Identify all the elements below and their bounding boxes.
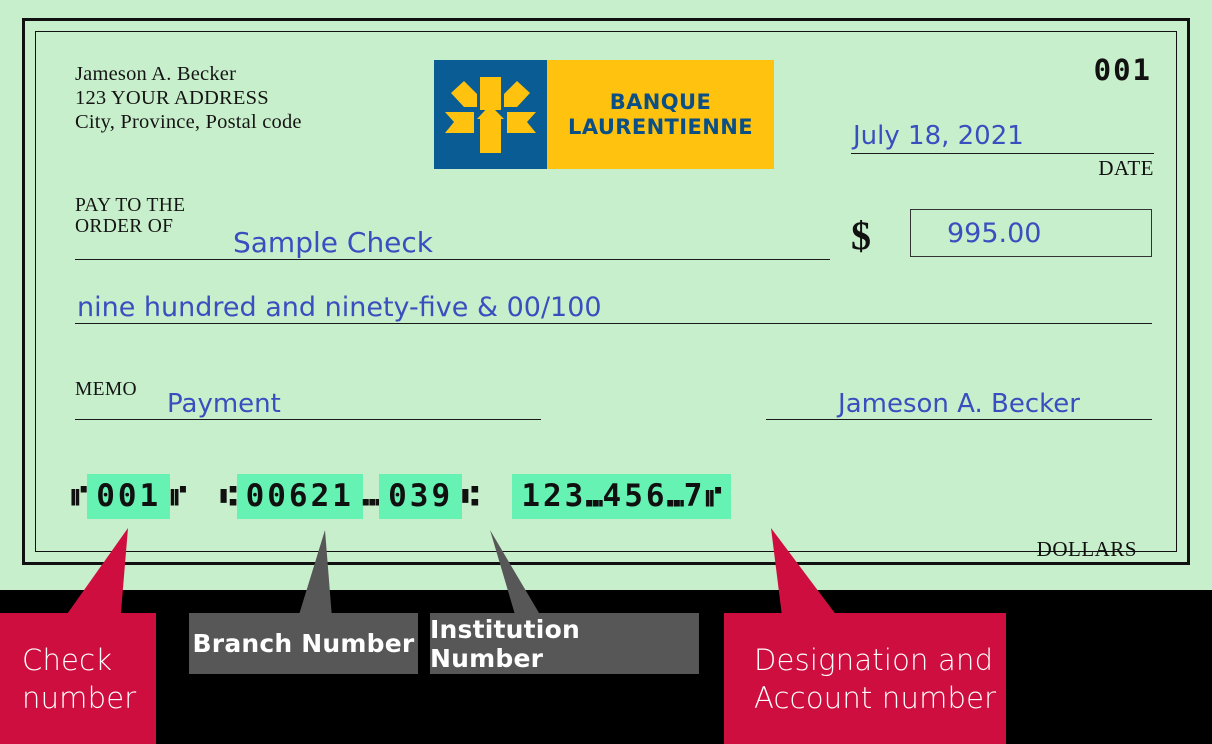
callout-account-number-line2: Account number — [754, 680, 997, 715]
bank-emblem-icon — [434, 60, 547, 169]
micr-transit-symbol-right: ⑆ — [462, 481, 479, 512]
date-field-group: July 18, 2021 DATE — [851, 121, 1154, 181]
signature-rule — [766, 419, 1152, 420]
bank-wordmark: BANQUE LAURENTIENNE — [547, 60, 774, 169]
callout-account-number: Designation and Account number — [724, 613, 1006, 744]
signature-value[interactable]: Jameson A. Becker — [838, 389, 1080, 419]
micr-check-number: 001 — [87, 474, 171, 519]
dollar-sign: $ — [851, 213, 871, 258]
callout-check-number: Check number — [0, 613, 156, 744]
micr-transit-symbol-left: ⑆ — [220, 481, 237, 512]
bank-wordmark-line1: BANQUE — [609, 89, 712, 114]
memo-label: MEMO — [75, 379, 137, 400]
written-amount-rule — [75, 323, 1152, 324]
callout-institution-number: Institution Number — [430, 613, 699, 674]
callout-check-number-line2: number — [22, 680, 137, 715]
micr-dash-symbol-1: ⑉ — [362, 481, 380, 512]
micr-onus-symbol-end: ⑈ — [705, 482, 722, 513]
micr-onus-symbol-right: ⑈ — [170, 481, 187, 512]
payee-rule — [75, 259, 830, 260]
micr-line: ⑈ 001 ⑈ ⑆ 00621 ⑉ 039 ⑆ 123⑉456⑉7⑈ — [71, 474, 731, 519]
micr-dash-symbol-2: ⑉ — [586, 482, 603, 513]
date-value[interactable]: July 18, 2021 — [853, 121, 1024, 151]
memo-field-group: Payment — [75, 389, 541, 420]
micr-dash-symbol-3: ⑉ — [667, 482, 684, 513]
micr-account-part1: 123 — [521, 478, 587, 514]
micr-branch-number: 00621 — [236, 474, 363, 519]
amount-numeric-value: 995.00 — [947, 217, 1042, 249]
callout-institution-number-label: Institution Number — [430, 614, 580, 673]
payer-name: Jameson A. Becker — [75, 63, 237, 85]
payee-value[interactable]: Sample Check — [233, 226, 434, 259]
pointer-account-number — [771, 528, 843, 624]
pay-to-order-label: PAY TO THE ORDER OF — [75, 195, 185, 237]
callout-check-number-line1: Check — [22, 642, 113, 677]
amount-box[interactable]: 995.00 — [910, 209, 1152, 257]
callout-branch-number-label: Branch Number — [192, 629, 415, 658]
written-amount-group: nine hundred and ninety-five & 00/100 DO… — [75, 292, 1152, 561]
pointer-check-number — [60, 528, 128, 624]
micr-institution-number: 039 — [379, 474, 463, 519]
micr-account-part2: 456 — [602, 478, 668, 514]
dollars-label: DOLLARS — [1036, 537, 1137, 561]
date-label: DATE — [1098, 156, 1154, 180]
banque-laurentienne-logo: BANQUE LAURENTIENNE — [434, 60, 774, 169]
check-inner-border — [35, 31, 1177, 552]
check-number-top-right: 001 — [1093, 53, 1152, 87]
check-document: Jameson A. Becker 123 YOUR ADDRESS City,… — [0, 0, 1212, 590]
callout-account-number-line1: Designation and — [754, 642, 994, 677]
callout-branch-number: Branch Number — [189, 613, 418, 674]
pointer-branch-number — [298, 530, 332, 618]
micr-account-number: 123⑉456⑉7⑈ — [512, 474, 731, 519]
pay-to-label-line2: ORDER OF — [75, 216, 174, 237]
pointer-institution-number — [490, 530, 542, 618]
signature-field-group: Jameson A. Becker — [766, 389, 1152, 420]
micr-onus-symbol-left: ⑈ — [71, 481, 88, 512]
payer-block: Jameson A. Becker 123 YOUR ADDRESS City,… — [75, 62, 302, 134]
memo-rule — [75, 419, 541, 420]
payee-field-group: Sample Check — [75, 226, 830, 260]
bank-wordmark-line2: LAURENTIENNE — [568, 114, 753, 139]
date-rule — [851, 153, 1154, 154]
memo-value[interactable]: Payment — [167, 389, 281, 419]
pay-to-label-line1: PAY TO THE — [75, 195, 186, 216]
payer-address-line2: City, Province, Postal code — [75, 111, 302, 133]
payer-address-line1: 123 YOUR ADDRESS — [75, 87, 269, 109]
check-outer-border — [22, 18, 1190, 565]
check-face: Jameson A. Becker 123 YOUR ADDRESS City,… — [33, 29, 1179, 561]
written-amount-value[interactable]: nine hundred and ninety-five & 00/100 — [77, 292, 602, 323]
micr-account-part3: 7 — [683, 478, 706, 514]
